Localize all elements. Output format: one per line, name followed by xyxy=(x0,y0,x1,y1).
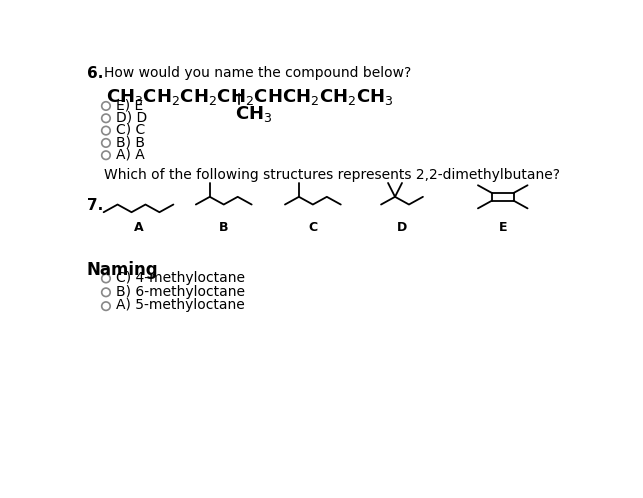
Text: E) E: E) E xyxy=(116,98,143,112)
Text: 6.: 6. xyxy=(87,66,103,81)
Text: B) 6-methyloctane: B) 6-methyloctane xyxy=(116,284,245,298)
Text: Which of the following structures represents 2,2-dimethylbutane?: Which of the following structures repres… xyxy=(104,167,559,182)
Text: E: E xyxy=(498,222,507,235)
Text: B: B xyxy=(219,222,228,235)
Text: How would you name the compound below?: How would you name the compound below? xyxy=(104,66,411,80)
Text: Naming: Naming xyxy=(87,261,158,279)
Text: A) A: A) A xyxy=(116,147,145,161)
Text: C: C xyxy=(308,222,318,235)
Text: CH$_3$: CH$_3$ xyxy=(235,104,272,124)
Text: C) C: C) C xyxy=(116,123,145,137)
Text: A) 5-methyloctane: A) 5-methyloctane xyxy=(116,298,245,312)
Text: D: D xyxy=(397,222,407,235)
Text: A: A xyxy=(134,222,143,235)
Text: 7.: 7. xyxy=(87,198,103,213)
Text: CH$_3$CH$_2$CH$_2$CH$_2$CHCH$_2$CH$_2$CH$_3$: CH$_3$CH$_2$CH$_2$CH$_2$CHCH$_2$CH$_2$CH… xyxy=(106,88,394,108)
Text: C) 4-methyloctane: C) 4-methyloctane xyxy=(116,271,245,285)
Text: B) B: B) B xyxy=(116,135,145,149)
Text: D) D: D) D xyxy=(116,111,147,124)
